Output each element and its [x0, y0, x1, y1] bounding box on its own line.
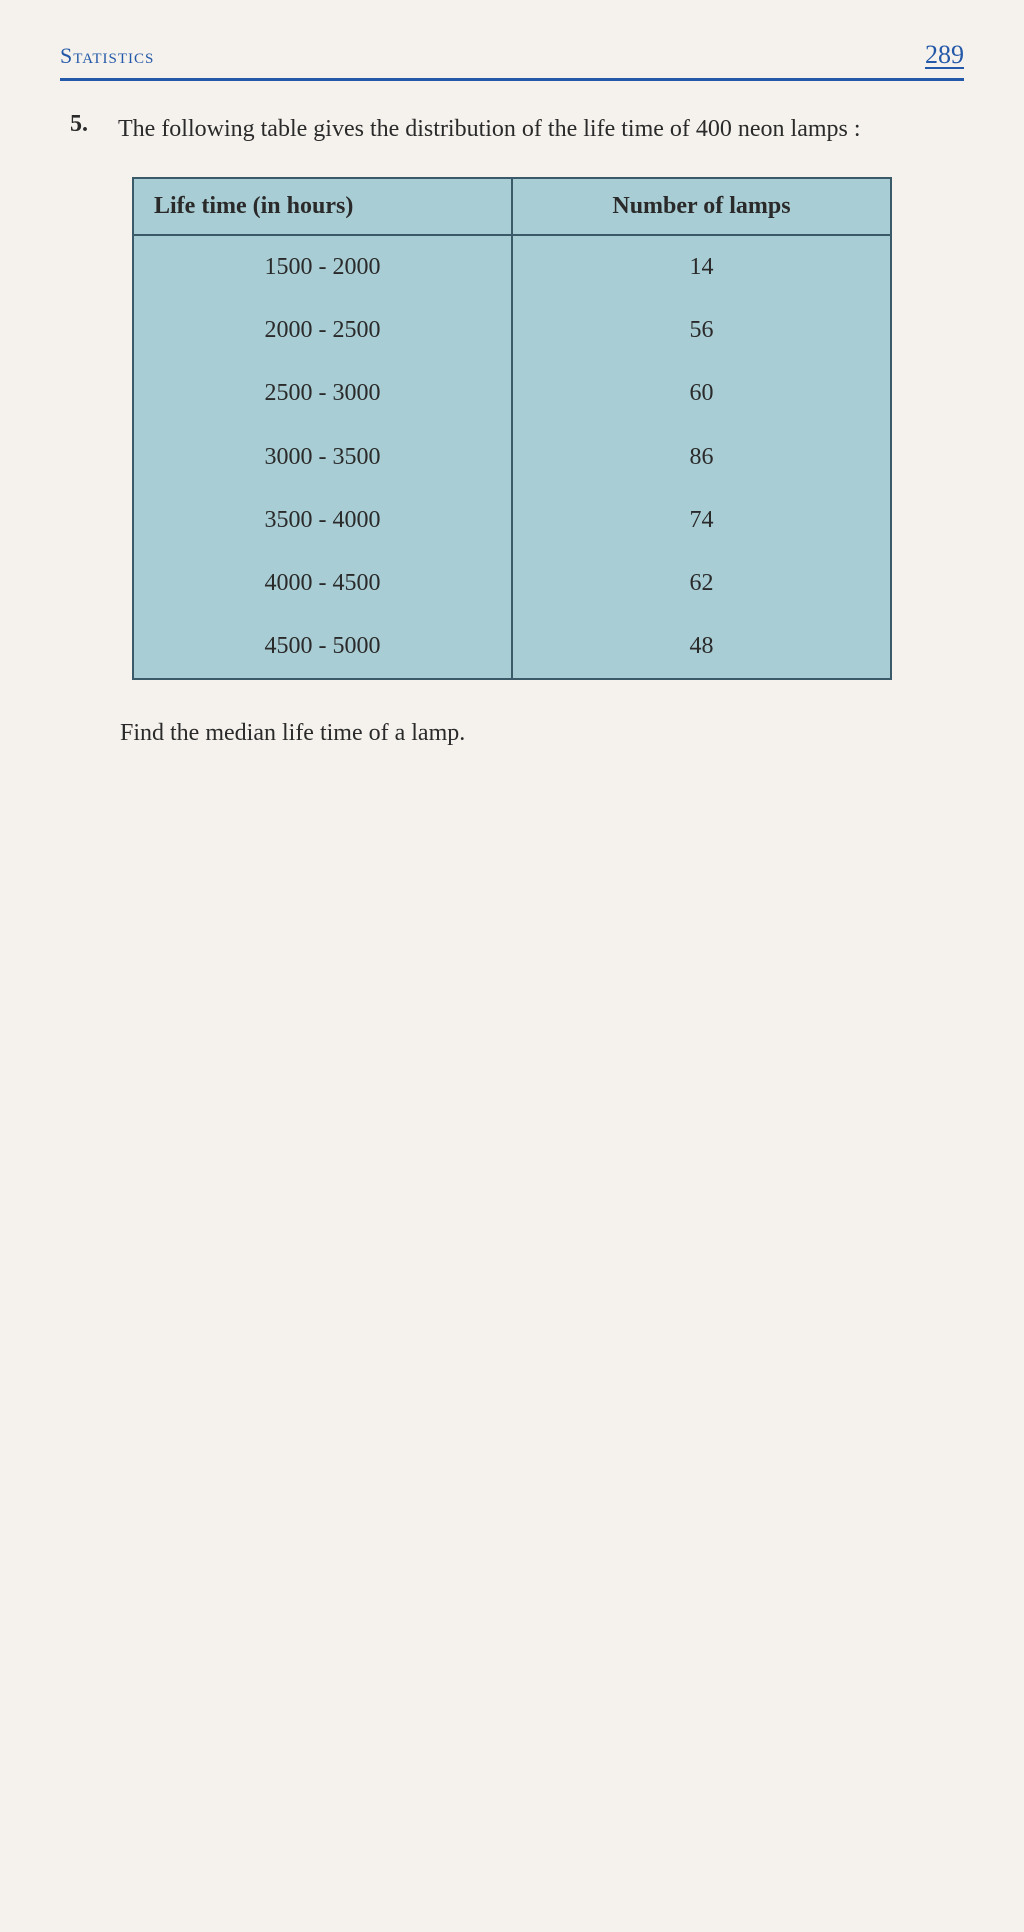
table-row: 3500 - 4000 74 [133, 489, 891, 552]
cell-lifetime: 4000 - 4500 [133, 552, 512, 615]
distribution-table: Life time (in hours) Number of lamps 150… [132, 177, 892, 680]
cell-lamps: 14 [512, 235, 891, 299]
cell-lamps: 62 [512, 552, 891, 615]
instruction-text: Find the median life time of a lamp. [60, 720, 964, 747]
table-wrapper: Life time (in hours) Number of lamps 150… [60, 177, 964, 680]
section-title: Statistics [60, 43, 154, 69]
question-number: 5. [70, 111, 100, 138]
header-row: Statistics 289 [60, 40, 964, 70]
cell-lifetime: 3000 - 3500 [133, 426, 512, 489]
table-row: 2500 - 3000 60 [133, 362, 891, 425]
cell-lifetime: 2000 - 2500 [133, 299, 512, 362]
cell-lamps: 60 [512, 362, 891, 425]
question-text: The following table gives the distributi… [118, 111, 861, 147]
cell-lamps: 86 [512, 426, 891, 489]
header-divider [60, 78, 964, 81]
cell-lamps: 48 [512, 615, 891, 679]
table-row: 1500 - 2000 14 [133, 235, 891, 299]
table-row: 4500 - 5000 48 [133, 615, 891, 679]
table-header-row: Life time (in hours) Number of lamps [133, 178, 891, 235]
cell-lifetime: 1500 - 2000 [133, 235, 512, 299]
table-row: 2000 - 2500 56 [133, 299, 891, 362]
table-row: 3000 - 3500 86 [133, 426, 891, 489]
cell-lamps: 56 [512, 299, 891, 362]
cell-lifetime: 3500 - 4000 [133, 489, 512, 552]
question-row: 5. The following table gives the distrib… [60, 111, 964, 147]
table-row: 4000 - 4500 62 [133, 552, 891, 615]
cell-lamps: 74 [512, 489, 891, 552]
page-number: 289 [925, 40, 964, 70]
column-header-lifetime: Life time (in hours) [133, 178, 512, 235]
cell-lifetime: 2500 - 3000 [133, 362, 512, 425]
cell-lifetime: 4500 - 5000 [133, 615, 512, 679]
column-header-lamps: Number of lamps [512, 178, 891, 235]
